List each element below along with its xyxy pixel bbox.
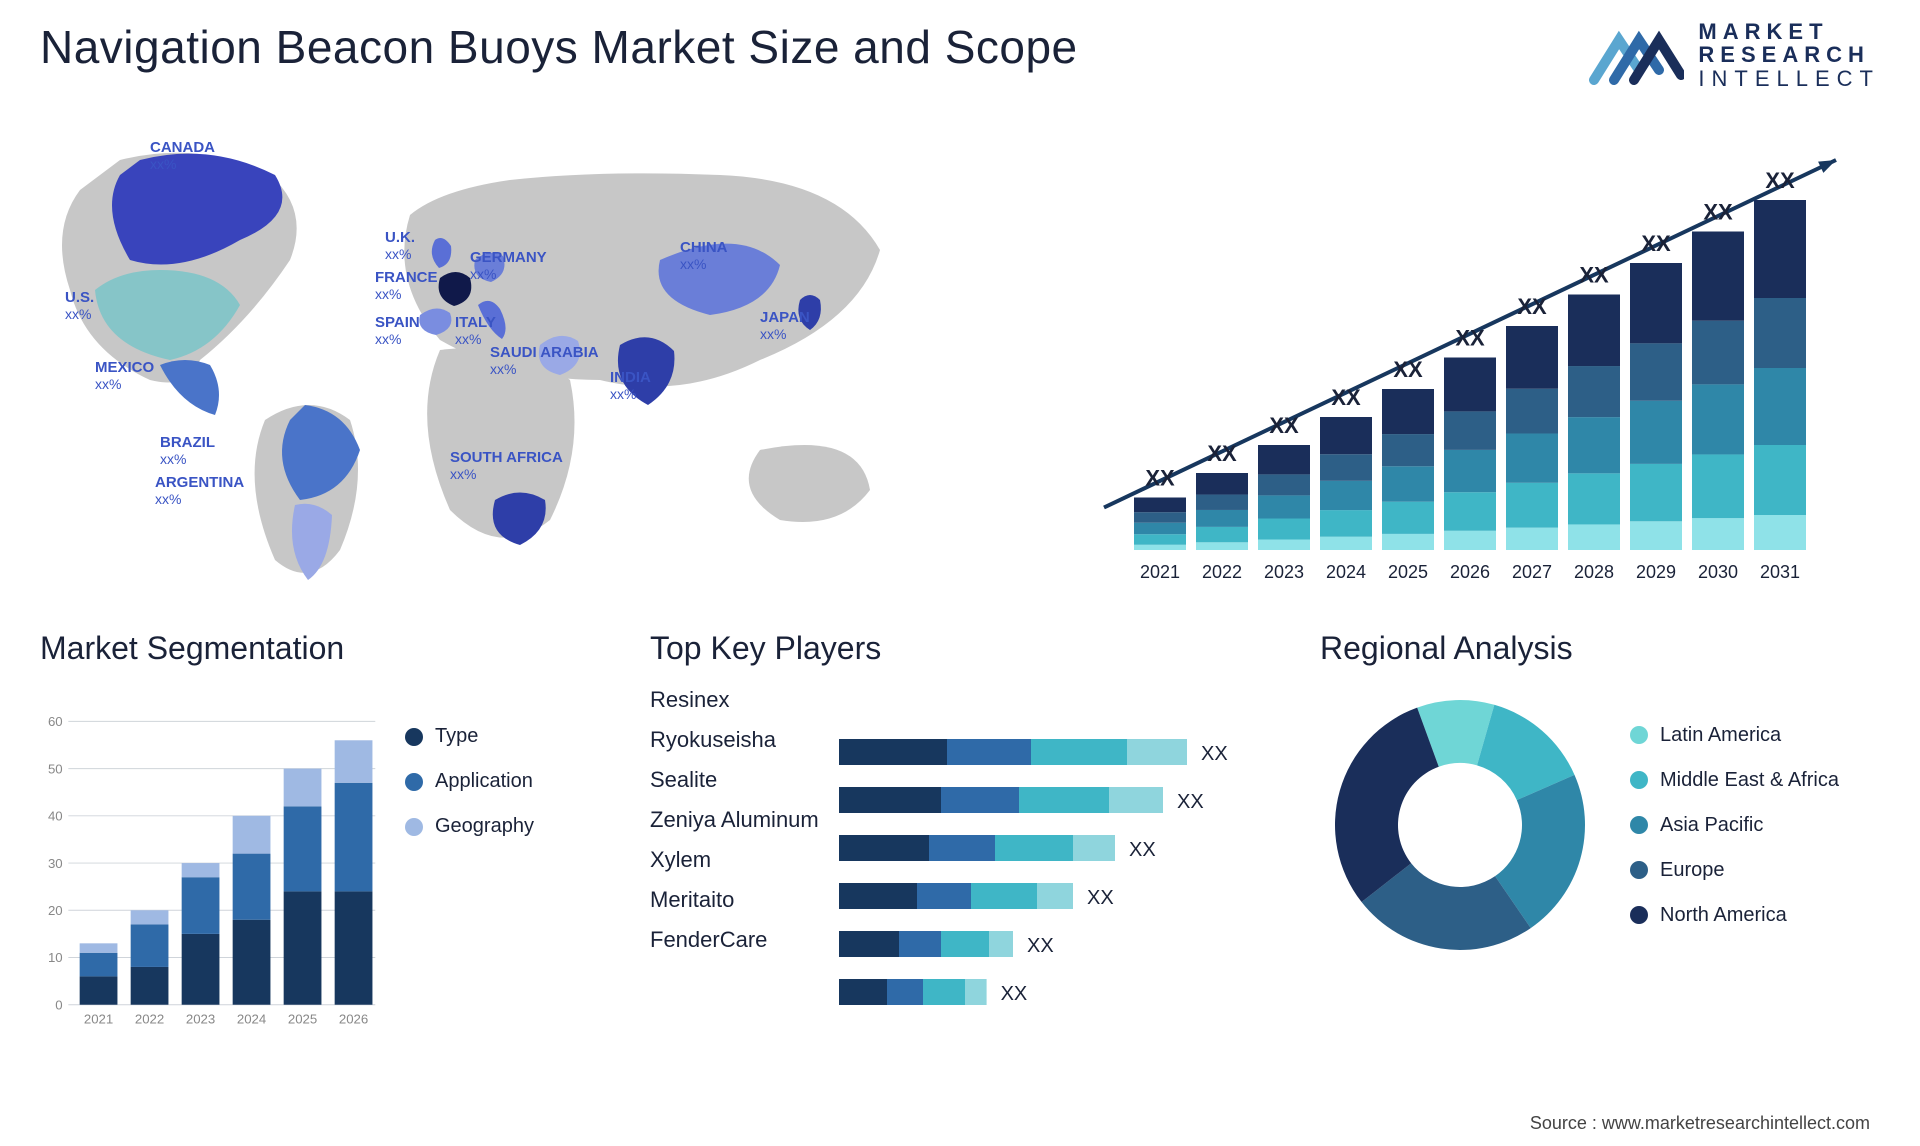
svg-text:XX: XX	[1703, 200, 1733, 225]
svg-text:2030: 2030	[1698, 562, 1738, 582]
growth-chart: XX 2021 XX 2022 XX 2023 XX 2024 XX 2025 XX 2026 XX 20…	[980, 120, 1880, 600]
map-label-brazil: BRAZILxx%	[160, 435, 215, 467]
svg-text:2026: 2026	[339, 1012, 368, 1027]
map-label-india: INDIAxx%	[610, 370, 651, 402]
map-label-spain: SPAINxx%	[375, 315, 420, 347]
svg-text:2028: 2028	[1574, 562, 1614, 582]
ra-legend-asia-pacific: Asia Pacific	[1630, 814, 1839, 837]
regional-title: Regional Analysis	[1320, 630, 1880, 667]
growth-chart-svg: XX 2021 XX 2022 XX 2023 XX 2024 XX 2025 XX 2026 XX 20…	[980, 120, 1880, 600]
key-players-chart: XX XX XX XX XX XX	[839, 685, 1239, 1025]
map-label-italy: ITALYxx%	[455, 315, 496, 347]
segmentation-panel: Market Segmentation 0 10 20 30 40 50 60 2021 202…	[40, 630, 600, 1060]
svg-text:XX: XX	[1207, 441, 1237, 466]
svg-text:60: 60	[48, 714, 63, 729]
svg-text:XX: XX	[1000, 983, 1027, 1005]
svg-text:XX: XX	[1517, 294, 1547, 319]
regional-panel: Regional Analysis Latin America Middle Ea…	[1320, 630, 1880, 1060]
svg-text:2025: 2025	[288, 1012, 317, 1027]
key-players-names: Resinex Ryokuseisha Sealite Zeniya Aluminum…	[650, 685, 819, 1025]
svg-text:XX: XX	[1269, 413, 1299, 438]
ra-legend-latin-america: Latin America	[1630, 724, 1839, 747]
source-footer: Source : www.marketresearchintellect.com	[1530, 1113, 1870, 1134]
svg-text:XX: XX	[1201, 743, 1228, 765]
key-players-title: Top Key Players	[650, 630, 1270, 667]
svg-text:XX: XX	[1087, 887, 1114, 909]
seg-legend-application: Application	[405, 770, 534, 793]
map-label-china: CHINAxx%	[680, 240, 728, 272]
svg-text:2021: 2021	[84, 1012, 113, 1027]
logo-text-2: RESEARCH	[1698, 43, 1880, 66]
svg-text:0: 0	[55, 997, 62, 1012]
seg-legend-geography: Geography	[405, 815, 534, 838]
key-players-panel: Top Key Players Resinex Ryokuseisha Sealit…	[650, 630, 1270, 1060]
svg-text:2025: 2025	[1388, 562, 1428, 582]
svg-text:2022: 2022	[135, 1012, 164, 1027]
logo-text-3: INTELLECT	[1698, 67, 1880, 90]
brand-logo: MARKET RESEARCH INTELLECT	[1589, 20, 1880, 90]
logo-text-1: MARKET	[1698, 20, 1880, 43]
svg-text:2023: 2023	[186, 1012, 215, 1027]
kp-name-zeniya-aluminum: Zeniya Aluminum	[650, 807, 819, 833]
seg-legend-type: Type	[405, 725, 534, 748]
map-label-mexico: MEXICOxx%	[95, 360, 154, 392]
kp-name-ryokuseisha: Ryokuseisha	[650, 727, 776, 753]
svg-text:XX: XX	[1177, 791, 1204, 813]
svg-text:2029: 2029	[1636, 562, 1676, 582]
svg-text:2024: 2024	[1326, 562, 1366, 582]
kp-name-sealite: Sealite	[650, 767, 717, 793]
svg-text:XX: XX	[1765, 168, 1795, 193]
world-map-panel: CANADAxx% U.S.xx% MEXICOxx% BRAZILxx% ARGENT…	[40, 120, 940, 600]
svg-text:2024: 2024	[237, 1012, 266, 1027]
map-label-germany: GERMANYxx%	[470, 250, 547, 282]
kp-name-meritaito: Meritaito	[650, 887, 734, 913]
map-label-argentina: ARGENTINAxx%	[155, 475, 244, 507]
ra-legend-north-america: North America	[1630, 904, 1839, 927]
svg-text:40: 40	[48, 809, 63, 824]
svg-text:XX: XX	[1579, 263, 1609, 288]
svg-text:2031: 2031	[1760, 562, 1800, 582]
kp-name-resinex: Resinex	[650, 687, 729, 713]
segmentation-chart: 0 10 20 30 40 50 60 2021 2022 2023 2024 2025 2026	[40, 685, 380, 1060]
regional-legend: Latin America Middle East & Africa Asia Pa…	[1630, 724, 1839, 927]
svg-text:20: 20	[48, 903, 63, 918]
svg-text:2027: 2027	[1512, 562, 1552, 582]
svg-text:2021: 2021	[1140, 562, 1180, 582]
svg-text:50: 50	[48, 761, 63, 776]
svg-text:30: 30	[48, 856, 63, 871]
ra-legend-middle-east-africa: Middle East & Africa	[1630, 769, 1839, 792]
map-label-canada: CANADAxx%	[150, 140, 215, 172]
svg-text:XX: XX	[1641, 231, 1671, 256]
svg-text:XX: XX	[1145, 466, 1175, 491]
svg-text:2026: 2026	[1450, 562, 1490, 582]
svg-text:10: 10	[48, 950, 63, 965]
svg-text:XX: XX	[1129, 839, 1156, 861]
map-label-japan: JAPANxx%	[760, 310, 810, 342]
kp-name-xylem: Xylem	[650, 847, 711, 873]
segmentation-legend: Type Application Geography	[405, 685, 534, 1060]
ra-legend-europe: Europe	[1630, 859, 1839, 882]
map-label-south-africa: SOUTH AFRICAxx%	[450, 450, 563, 482]
regional-donut	[1320, 685, 1600, 965]
svg-text:XX: XX	[1027, 935, 1054, 957]
logo-icon	[1589, 20, 1684, 90]
svg-text:XX: XX	[1393, 357, 1423, 382]
svg-text:XX: XX	[1331, 385, 1361, 410]
segmentation-title: Market Segmentation	[40, 630, 600, 667]
map-label-u-k-: U.K.xx%	[385, 230, 415, 262]
svg-text:2023: 2023	[1264, 562, 1304, 582]
map-label-saudi-arabia: SAUDI ARABIAxx%	[490, 345, 599, 377]
page-title: Navigation Beacon Buoys Market Size and …	[40, 20, 1078, 74]
kp-name-fendercare: FenderCare	[650, 927, 767, 953]
svg-text:2022: 2022	[1202, 562, 1242, 582]
map-label-france: FRANCExx%	[375, 270, 438, 302]
svg-text:XX: XX	[1455, 326, 1485, 351]
map-label-u-s-: U.S.xx%	[65, 290, 94, 322]
